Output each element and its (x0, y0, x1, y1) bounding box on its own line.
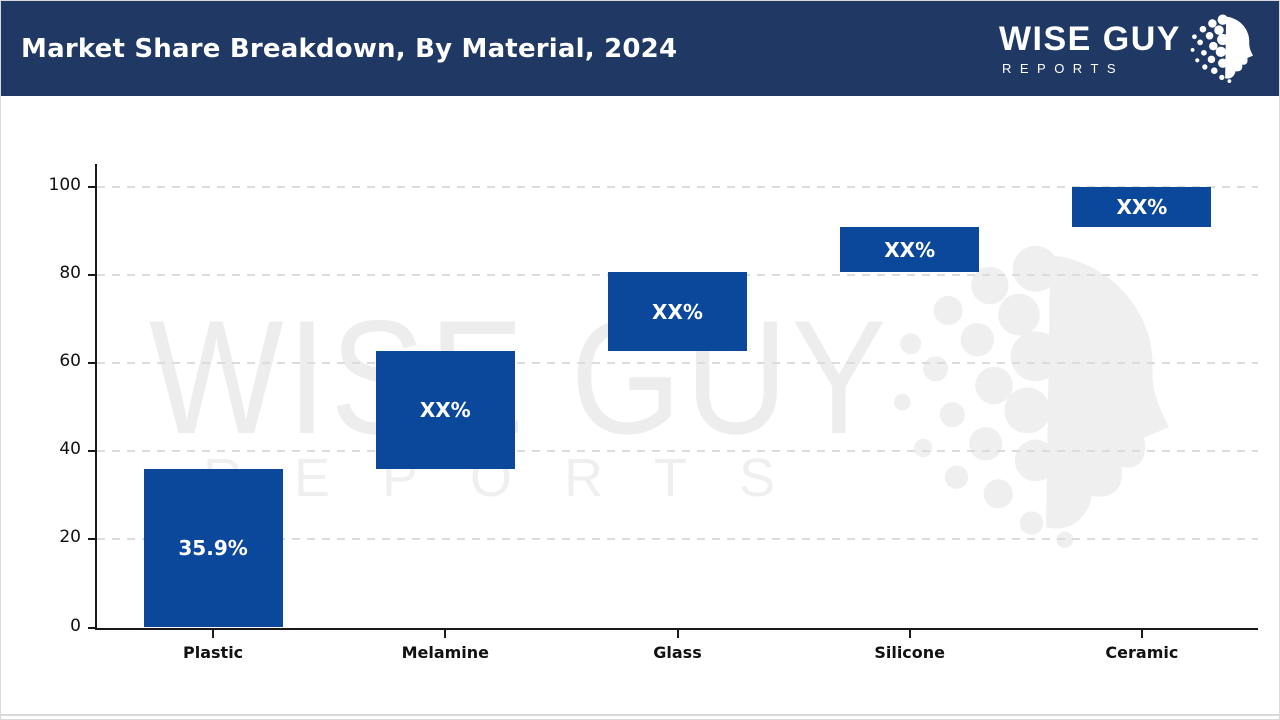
dotted-head-profile-icon (1190, 14, 1253, 83)
x-axis-label: Silicone (874, 642, 946, 662)
y-tick-label: 80 (59, 263, 81, 284)
x-tick (676, 629, 679, 638)
y-tick (88, 274, 97, 277)
x-axis-label: Glass (653, 642, 702, 662)
y-tick-label: 40 (59, 439, 81, 460)
bar-value-label: XX% (652, 299, 703, 324)
x-tick (908, 629, 911, 638)
logo-text: WISE GUY REPORTS (999, 22, 1181, 76)
x-axis-label: Plastic (183, 642, 244, 662)
watermark-wordmark: WISE GUY (149, 287, 891, 468)
x-tick (212, 629, 215, 638)
bar-value-label: XX% (884, 237, 936, 262)
bottom-rule (1, 714, 1279, 716)
gridline (97, 362, 1258, 365)
y-tick-label: 100 (48, 175, 81, 195)
bar-melamine: XX% (375, 351, 515, 470)
y-tick (88, 186, 97, 188)
bar-value-label: 35.9% (178, 536, 248, 561)
y-tick-label: 20 (59, 527, 81, 548)
bar-value-label: XX% (419, 398, 471, 423)
y-tick-label: 60 (59, 351, 81, 372)
x-tick (1140, 629, 1143, 638)
y-tick (88, 450, 97, 453)
y-tick (88, 362, 97, 365)
watermark-subtitle: REPORTS (203, 448, 828, 508)
bar-silicone: XX% (840, 226, 980, 273)
bar-plastic: 35.9% (143, 469, 283, 628)
x-axis-label: Ceramic (1105, 642, 1179, 662)
y-tick (88, 538, 97, 541)
logo-subtitle: REPORTS (1001, 60, 1125, 76)
gridline (97, 538, 1258, 541)
logo-wordmark: WISE GUY (998, 19, 1181, 58)
gridline (97, 186, 1258, 188)
bar-ceramic: XX% (1072, 187, 1212, 227)
wise-guy-reports-logo: WISE GUY REPORTS (999, 12, 1253, 86)
y-tick (88, 626, 97, 629)
header-bar: Market Share Breakdown, By Material, 202… (1, 1, 1279, 96)
bar-glass: XX% (608, 272, 747, 352)
page-title: Market Share Breakdown, By Material, 202… (21, 33, 678, 64)
bar-value-label: XX% (1116, 194, 1168, 219)
x-tick (444, 629, 447, 638)
y-tick-label: 0 (70, 615, 81, 636)
x-axis (95, 627, 1258, 630)
x-axis-label: Melamine (401, 642, 490, 662)
y-axis (95, 164, 97, 630)
gridline (97, 450, 1258, 453)
